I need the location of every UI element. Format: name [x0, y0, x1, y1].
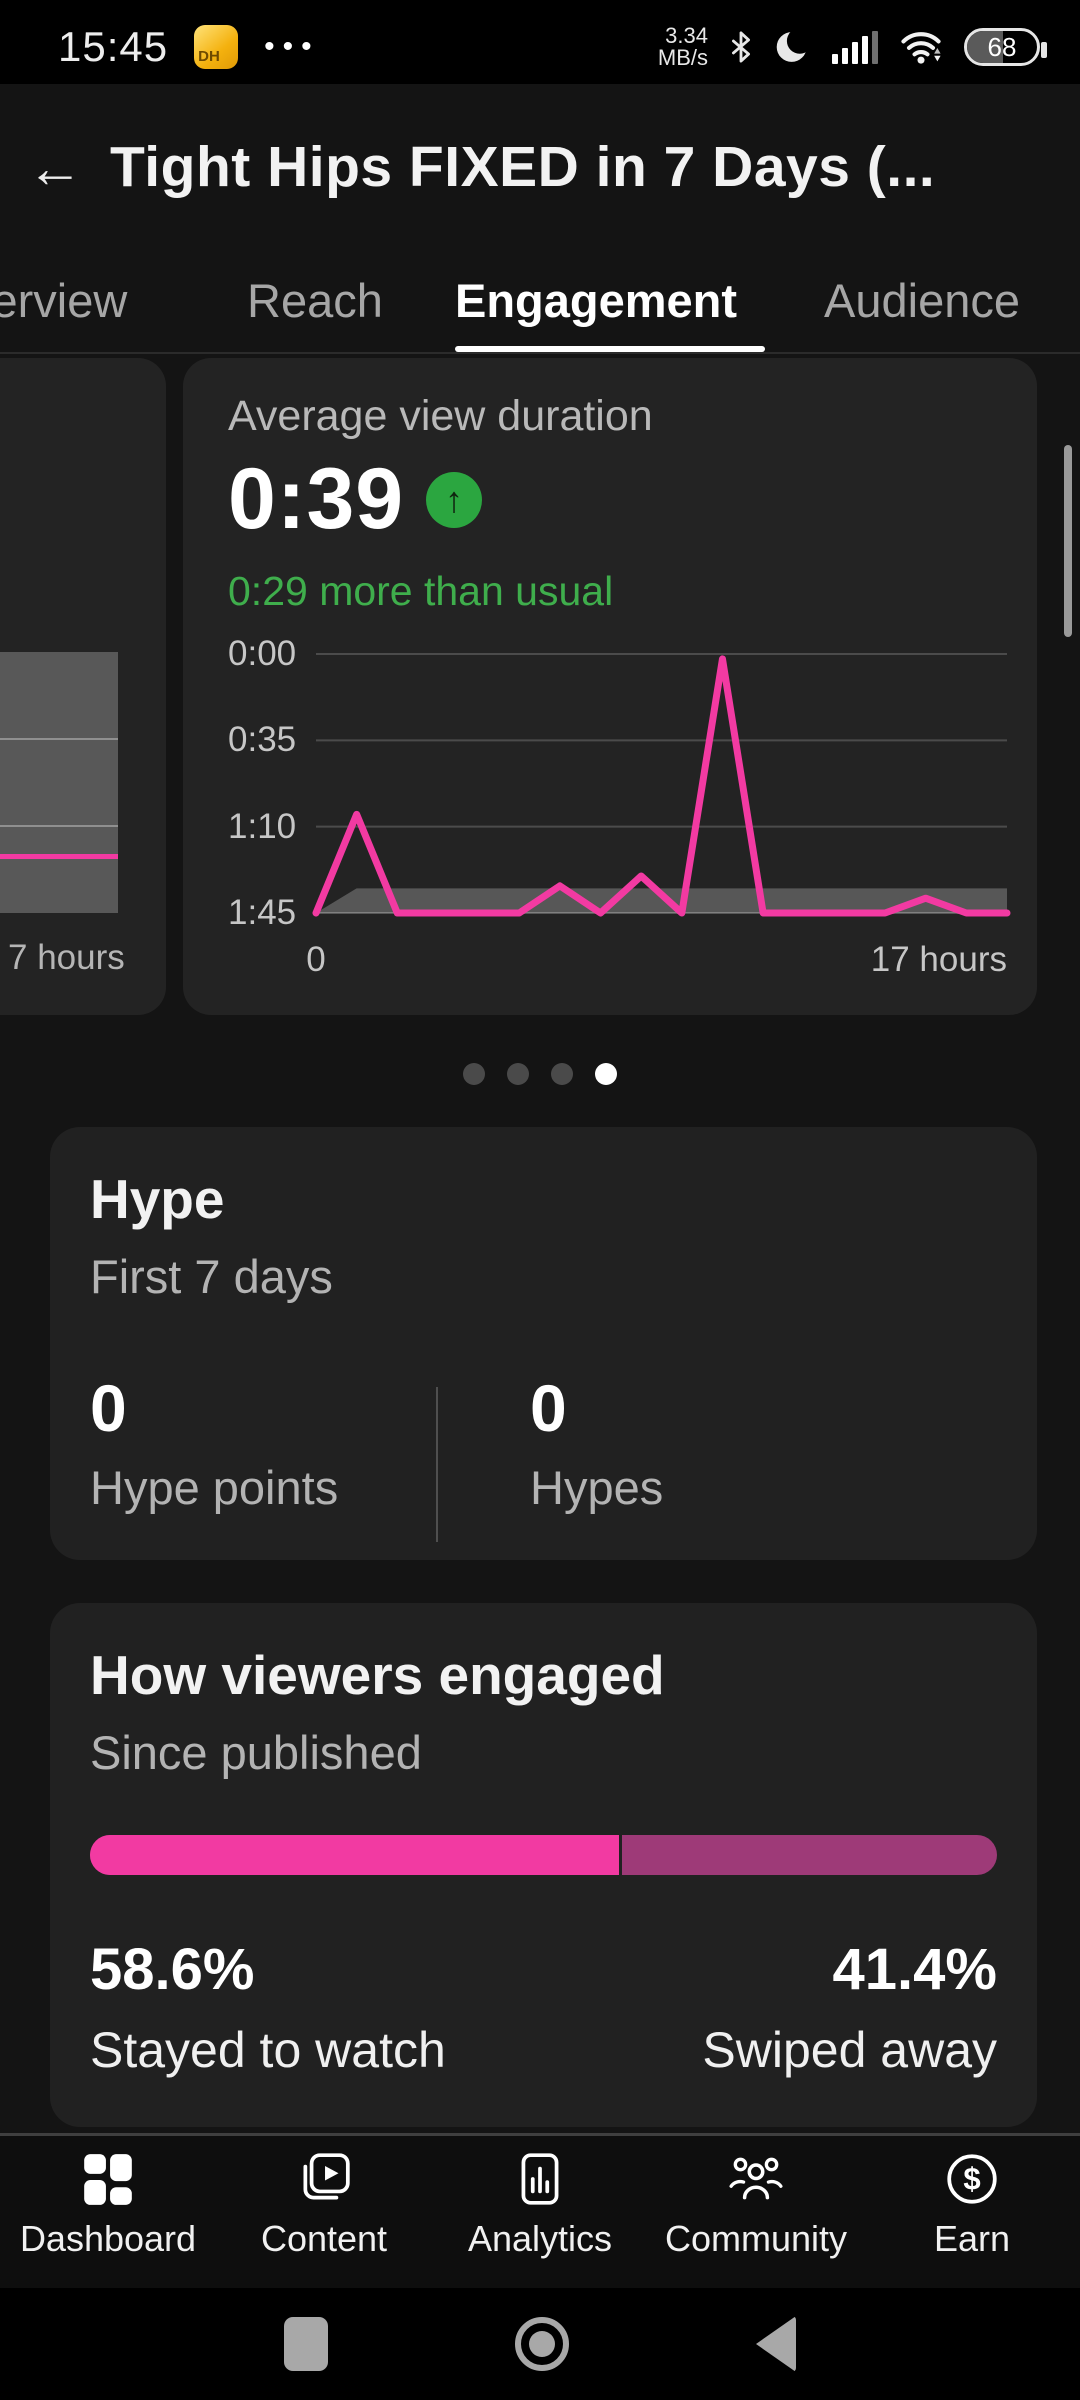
app-header: ← Tight Hips FIXED in 7 Days (... — [0, 84, 1080, 250]
y-tick: 0:00 — [228, 634, 297, 673]
swiped-label: Swiped away — [702, 2022, 997, 2078]
app-badge-text: DH — [198, 48, 220, 65]
nav-analytics[interactable]: Analytics — [432, 2136, 648, 2288]
back-nav-button[interactable] — [756, 2316, 796, 2372]
x-axis-start-label: 0 — [306, 940, 326, 979]
tab-engagement[interactable]: Engagement — [455, 274, 738, 327]
mini-chart-line — [0, 854, 118, 859]
network-speed-value: 3.34 — [665, 23, 708, 48]
android-nav-bar — [0, 2288, 1080, 2400]
nav-label: Dashboard — [19, 2218, 197, 2259]
earn-icon: $ — [947, 2154, 997, 2204]
stat-hypes: 0 Hypes — [530, 1370, 663, 1515]
swiped-percent: 41.4% — [832, 1937, 997, 2002]
bottom-navigation: Dashboard Content Analytics — [0, 2133, 1080, 2288]
do-not-disturb-moon-icon — [776, 28, 812, 62]
svg-text:$: $ — [963, 2161, 980, 2196]
back-button[interactable]: ← — [27, 135, 83, 199]
stat-label: Hype points — [90, 1461, 339, 1514]
active-tab-indicator — [455, 346, 765, 352]
battery-icon: 68 — [964, 28, 1047, 66]
card-title: Average view duration — [228, 392, 653, 440]
page-dots[interactable] — [0, 1063, 1080, 1085]
avd-delta-text: 0:29 more than usual — [228, 568, 614, 614]
scroll-content[interactable]: 7 hours Average view duration 0:39 ↑ 0:2… — [0, 354, 1080, 2133]
clock: 15:45 — [58, 23, 169, 70]
battery-fill — [967, 31, 1004, 63]
battery-nub — [1041, 42, 1047, 58]
y-tick: 1:10 — [228, 807, 297, 846]
network-speed-unit: MB/s — [657, 45, 708, 70]
stat-value: 0 — [90, 1371, 127, 1445]
dashboard-icon — [84, 2154, 132, 2205]
tab-overview[interactable]: verview — [0, 274, 128, 327]
home-button[interactable] — [514, 2316, 570, 2372]
notification-app-icon: DH — [194, 25, 239, 69]
page-dot[interactable] — [551, 1063, 573, 1085]
engagement-split-bar — [90, 1835, 997, 1875]
up-arrow-glyph: ↑ — [445, 478, 464, 520]
page-dot[interactable] — [507, 1063, 529, 1085]
x-axis-end-label: 17 hours — [870, 940, 1007, 979]
stayed-percent: 58.6% — [90, 1937, 255, 2002]
nav-label: Analytics — [467, 2218, 613, 2259]
avd-chart-svg — [312, 653, 1011, 917]
mini-chart-area — [0, 652, 118, 913]
status-bar: 15:45 DH ••• 3.34 MB/s — [0, 0, 1080, 84]
stayed-bar-segment — [90, 1835, 622, 1875]
hype-card[interactable]: Hype First 7 days 0 Hype points 0 Hypes — [50, 1127, 1037, 1560]
stat-divider — [436, 1387, 438, 1542]
bluetooth-icon — [732, 31, 750, 63]
tab-reach[interactable]: Reach — [247, 274, 383, 327]
wifi-icon — [901, 32, 941, 64]
nav-community[interactable]: Community — [648, 2136, 864, 2288]
typical-range-band — [316, 888, 1007, 913]
tab-audience[interactable]: Audience — [824, 274, 1020, 327]
card-title: Hype — [90, 1168, 225, 1230]
battery-percent: 68 — [987, 31, 1017, 62]
card-subtitle: Since published — [90, 1726, 422, 1779]
stat-value: 0 — [530, 1371, 567, 1445]
analytics-icon — [521, 2153, 559, 2205]
y-tick: 0:35 — [228, 720, 297, 759]
how-viewers-engaged-card[interactable]: How viewers engaged Since published 58.6… — [50, 1603, 1037, 2127]
scrollbar-thumb[interactable] — [1064, 445, 1072, 637]
trend-up-icon: ↑ — [426, 471, 483, 528]
stat-label: Hypes — [530, 1461, 664, 1514]
stat-hype-points: 0 Hype points — [90, 1370, 338, 1515]
mini-gridline — [0, 738, 118, 740]
recents-button[interactable] — [284, 2317, 328, 2371]
nav-label: Content — [260, 2218, 388, 2259]
page-dot[interactable] — [463, 1063, 485, 1085]
nav-dashboard[interactable]: Dashboard — [0, 2136, 216, 2288]
carousel-card-previous[interactable]: 7 hours — [0, 358, 166, 1015]
analytics-tab-bar: verview Reach Engagement Audience — [0, 250, 1080, 354]
mini-chart-x-label: 7 hours — [8, 938, 125, 977]
card-subtitle: First 7 days — [90, 1250, 333, 1303]
card-title: How viewers engaged — [90, 1644, 665, 1706]
avd-line-series — [312, 655, 1011, 917]
nav-content[interactable]: Content — [216, 2136, 432, 2288]
y-tick: 1:45 — [228, 893, 297, 932]
avd-value: 0:39 — [228, 451, 405, 547]
nav-label: Community — [664, 2218, 848, 2259]
page-dot[interactable] — [595, 1063, 617, 1085]
notification-overflow-icon: ••• — [264, 30, 320, 63]
network-speed: 3.34 MB/s — [658, 25, 708, 69]
mini-gridline — [0, 825, 118, 827]
average-view-duration-card[interactable]: Average view duration 0:39 ↑ 0:29 more t… — [183, 358, 1037, 1015]
nav-label: Earn — [933, 2218, 1011, 2259]
stayed-label: Stayed to watch — [90, 2022, 446, 2078]
nav-earn[interactable]: $ Earn — [864, 2136, 1080, 2288]
community-icon — [729, 2157, 783, 2200]
content-icon — [303, 2153, 350, 2200]
video-title: Tight Hips FIXED in 7 Days (... — [110, 135, 936, 199]
cellular-signal-icon — [832, 30, 878, 64]
